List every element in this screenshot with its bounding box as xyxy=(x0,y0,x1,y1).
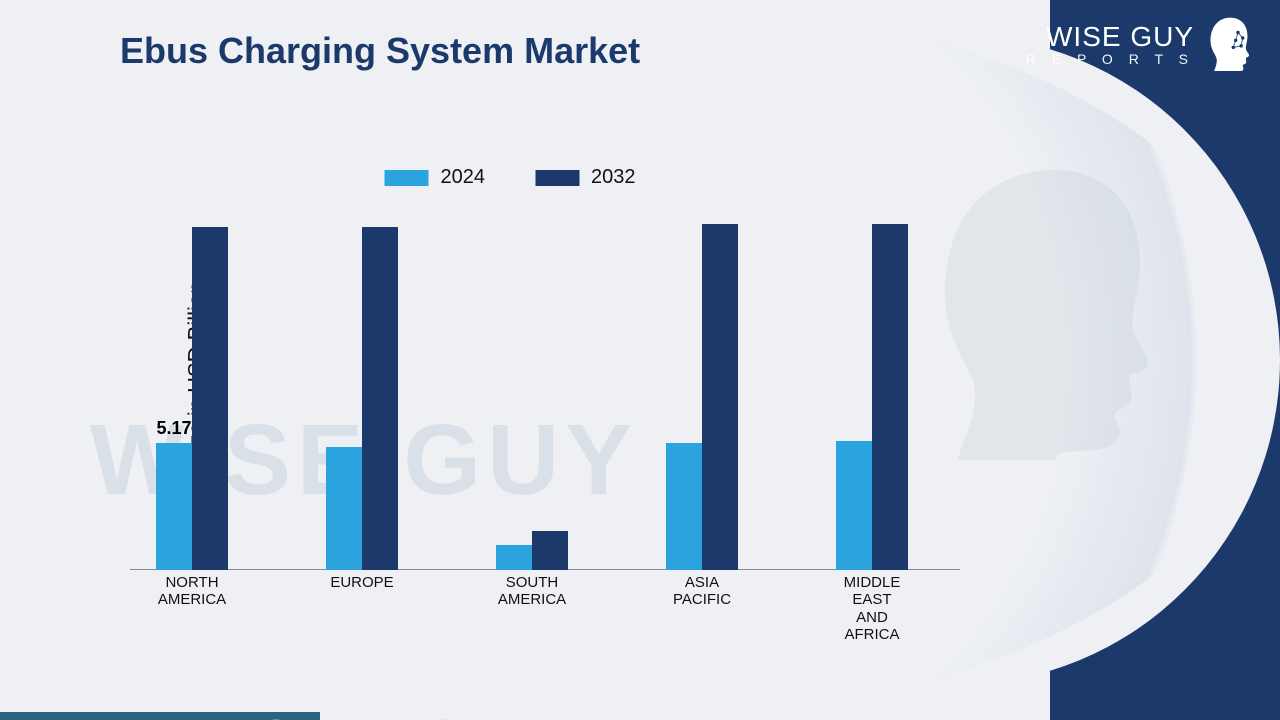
x-axis-label: NORTHAMERICA xyxy=(127,574,257,609)
x-axis-label: ASIAPACIFIC xyxy=(637,574,767,609)
bar xyxy=(496,545,532,570)
bar-group xyxy=(836,224,908,570)
bar-group xyxy=(156,227,228,570)
bar xyxy=(362,227,398,570)
x-axis-label: MIDDLEEASTANDAFRICA xyxy=(807,574,937,643)
bar-group xyxy=(666,224,738,570)
bar xyxy=(192,227,228,570)
brand-main: WISE GUY xyxy=(1026,21,1194,53)
brand-logo: WISE GUY R E P O R T S xyxy=(1026,16,1252,71)
watermark-line-2: REPORTS xyxy=(90,714,638,720)
bar xyxy=(156,443,192,570)
chart-title: Ebus Charging System Market xyxy=(120,30,640,72)
bar xyxy=(702,224,738,570)
legend-item: 2024 xyxy=(385,166,486,189)
legend-item: 2032 xyxy=(535,166,636,189)
legend: 2024 2032 xyxy=(385,166,636,189)
x-axis-label: SOUTHAMERICA xyxy=(467,574,597,609)
bar-group xyxy=(326,227,398,570)
brand-sub: R E P O R T S xyxy=(1026,51,1194,67)
legend-label: 2032 xyxy=(591,166,636,189)
value-label: 5.17 xyxy=(156,418,191,439)
chart-area: Market Size in USD Billion 20242032 5.17… xyxy=(30,130,990,690)
brand-head-icon xyxy=(1202,16,1252,71)
legend-swatch xyxy=(385,170,429,186)
plot-area: 5.17 xyxy=(130,190,960,570)
bar xyxy=(326,447,362,570)
legend-swatch xyxy=(535,170,579,186)
bar xyxy=(666,443,702,570)
bar xyxy=(872,224,908,570)
bar xyxy=(836,441,872,570)
bar-group xyxy=(496,531,568,570)
bar xyxy=(532,531,568,570)
legend-label: 2024 xyxy=(441,166,486,189)
x-axis-label: EUROPE xyxy=(297,574,427,591)
